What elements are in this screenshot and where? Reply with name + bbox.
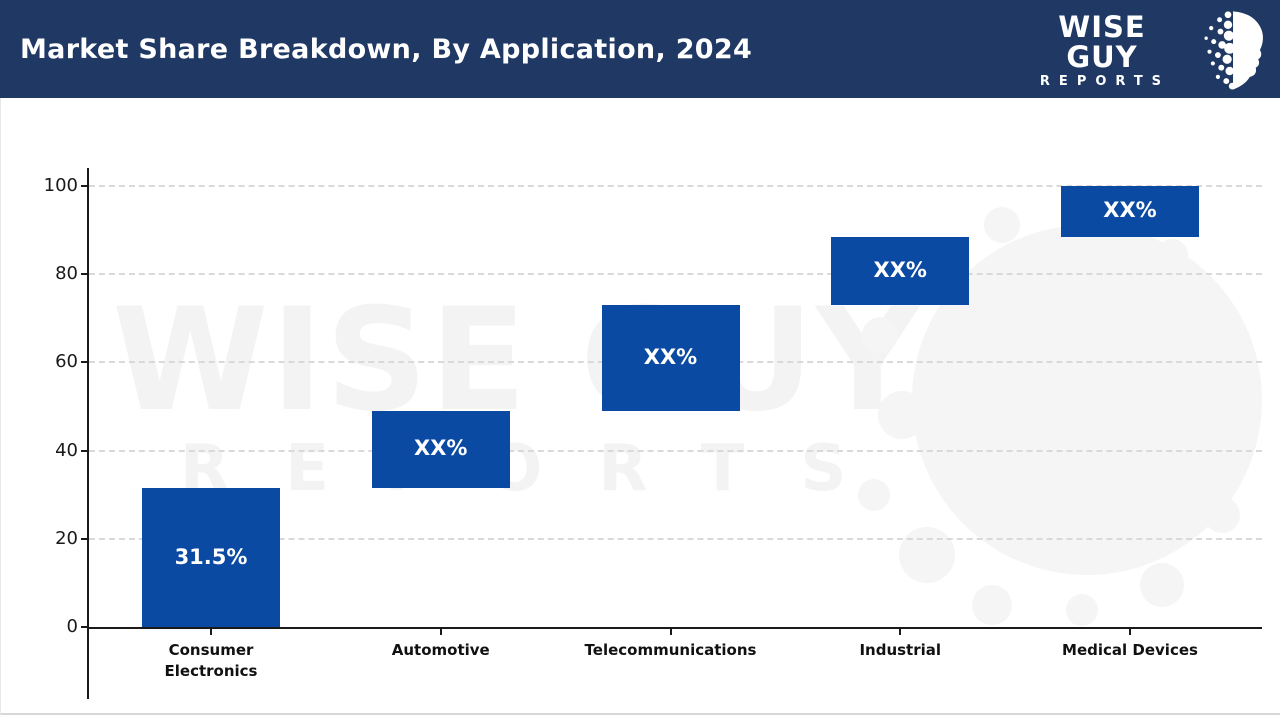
y-tick-0 [81, 626, 87, 628]
bar-value-label: 31.5% [174, 544, 248, 569]
x-tick-3 [899, 629, 902, 635]
y-tick-label-100: 100 [43, 175, 78, 196]
y-axis-spine [87, 168, 89, 699]
bar-value-label: XX% [643, 345, 698, 370]
category-label-2: Telecommunications [584, 641, 757, 659]
bar-medical-devices: XX% [1061, 186, 1199, 237]
left-edge-line [0, 98, 1, 714]
bar-value-label: XX% [414, 436, 468, 461]
category-label-4: Medical Devices [1062, 641, 1198, 659]
bar-automotive: XX% [371, 410, 510, 489]
category-label-3: Industrial [859, 641, 942, 659]
y-tick-label-20: 20 [55, 527, 78, 549]
bar-industrial: XX% [831, 236, 970, 306]
brand-subname: REPORTS [1039, 73, 1171, 89]
header-band: Market Share Breakdown, By Application, … [0, 0, 1280, 98]
category-label-0: Consumer Electronics [164, 641, 258, 680]
bar-value-label: XX% [873, 257, 927, 282]
brand-face-icon [1204, 11, 1263, 90]
gridline-80 [89, 273, 1262, 276]
x-tick-0 [210, 629, 212, 635]
y-tick-label-40: 40 [55, 439, 78, 461]
y-tick-60 [81, 361, 87, 364]
bar-consumer-electronics: 31.5% [142, 488, 280, 627]
y-tick-40 [81, 449, 87, 452]
gridline-40 [89, 449, 1262, 452]
y-tick-80 [81, 273, 87, 276]
brand-name: WISE GUY [1058, 9, 1146, 74]
gridline-100 [89, 185, 1262, 187]
category-label-1: Automotive [391, 641, 490, 659]
watermark-face-graphic [858, 199, 1262, 626]
y-tick-20 [81, 537, 87, 540]
y-tick-label-80: 80 [55, 263, 78, 285]
x-tick-4 [1129, 629, 1131, 635]
gridline-20 [89, 537, 1262, 540]
waterfall-chart: 0 20 40 60 80 100 31.5% Consumer Electronics XX%… [0, 98, 1280, 713]
x-tick-1 [439, 629, 442, 635]
bottom-divider [0, 713, 1280, 715]
watermark-text-wiseguy: WISE GUY [112, 278, 921, 443]
chart-title: Market Share Breakdown, By Application, … [20, 33, 753, 65]
x-axis-spine [87, 627, 1262, 629]
y-tick-label-60: 60 [55, 351, 78, 373]
brand-logo-text: WISE GUY REPORTS [1020, 12, 1184, 89]
bar-value-label: XX% [1103, 198, 1157, 223]
bar-telecommunications: XX% [601, 305, 740, 411]
y-tick-100 [81, 185, 87, 187]
watermark-text-reports: REPORTS [180, 432, 903, 506]
x-tick-2 [669, 629, 672, 635]
brand-logo: WISE GUY REPORTS [1020, 8, 1270, 92]
y-tick-label-0: 0 [66, 616, 78, 637]
